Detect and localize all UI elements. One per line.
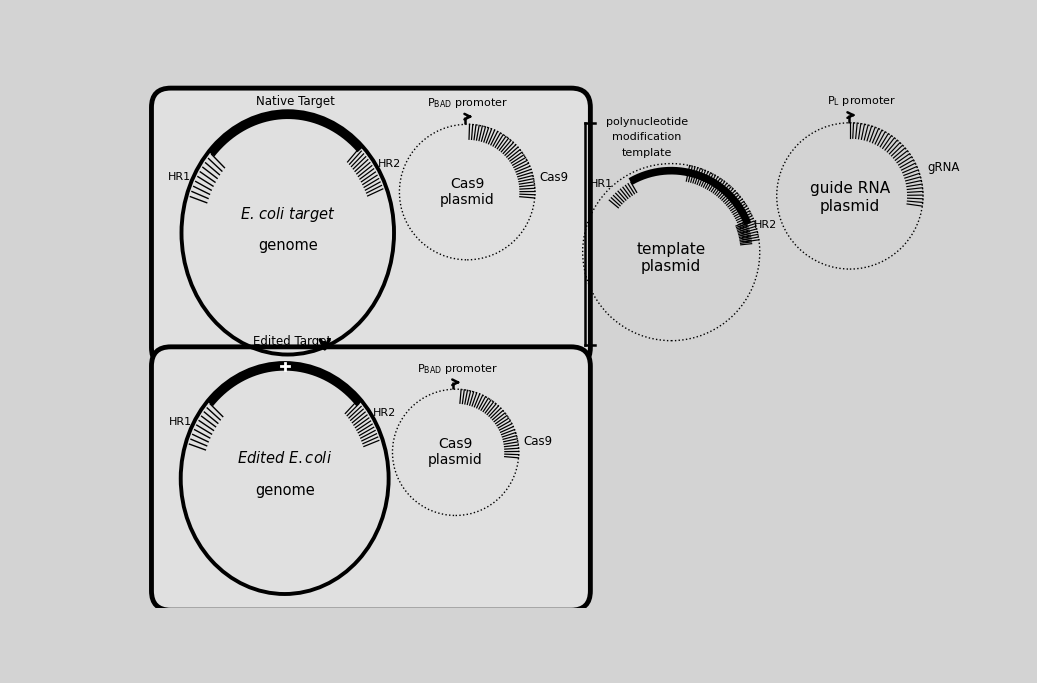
Text: genome: genome — [255, 484, 314, 499]
FancyBboxPatch shape — [151, 88, 590, 367]
Text: Cas9: Cas9 — [539, 171, 568, 184]
Text: HR1: HR1 — [168, 172, 191, 182]
Text: guide RNA
plasmid: guide RNA plasmid — [810, 181, 890, 214]
Text: genome: genome — [258, 238, 317, 253]
Text: HR1: HR1 — [590, 179, 613, 189]
Text: Edited Target: Edited Target — [253, 335, 332, 348]
Text: HR2: HR2 — [379, 159, 401, 169]
Text: HR2: HR2 — [373, 408, 396, 418]
Text: P$_\mathregular{BAD}$ promoter: P$_\mathregular{BAD}$ promoter — [427, 96, 508, 110]
Text: Native Target: Native Target — [256, 95, 335, 108]
Text: Edited $E.coli$: Edited $E.coli$ — [237, 450, 332, 466]
Text: $E$. $coli$ target: $E$. $coli$ target — [240, 205, 336, 224]
Text: polynucleotide: polynucleotide — [606, 117, 688, 127]
Text: template: template — [621, 148, 672, 158]
FancyBboxPatch shape — [151, 347, 590, 610]
Text: Cas9
plasmid: Cas9 plasmid — [428, 437, 483, 467]
Text: HR1: HR1 — [169, 417, 192, 427]
Text: P$_\mathregular{L}$ promoter: P$_\mathregular{L}$ promoter — [826, 94, 896, 109]
Text: HR2: HR2 — [754, 220, 778, 229]
Text: Cas9: Cas9 — [524, 434, 553, 447]
Text: modification: modification — [612, 133, 681, 143]
Text: P$_\mathregular{BAD}$ promoter: P$_\mathregular{BAD}$ promoter — [417, 362, 499, 376]
Text: Cas9
plasmid: Cas9 plasmid — [440, 177, 495, 207]
Text: template
plasmid: template plasmid — [637, 242, 706, 275]
Text: gRNA: gRNA — [928, 161, 960, 174]
